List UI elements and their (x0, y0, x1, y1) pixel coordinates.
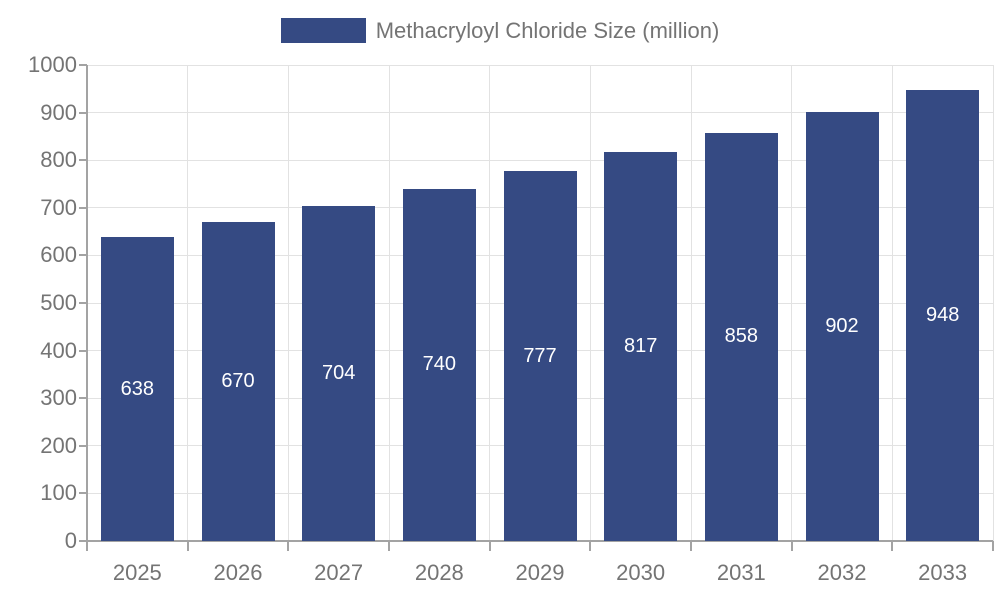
y-axis-tick (79, 159, 87, 162)
y-axis-tick (79, 492, 87, 495)
bar-value-label: 902 (825, 314, 859, 337)
bar: 902 (805, 111, 879, 541)
y-tick-label: 0 (64, 528, 77, 553)
bar: 704 (302, 205, 376, 541)
y-tick-label: 400 (40, 337, 77, 363)
bar: 670 (201, 222, 275, 541)
legend-label: Methacryloyl Chloride Size (million) (375, 17, 720, 43)
y-axis-tick (79, 397, 87, 400)
x-axis-tick (690, 541, 692, 551)
x-axis-tick (287, 541, 290, 551)
y-axis-tick (79, 444, 87, 447)
x-tick-label: 2031 (716, 560, 766, 585)
bar-value-label: 670 (221, 370, 255, 393)
x-axis-tick (488, 541, 491, 551)
y-axis-tick (79, 206, 87, 209)
y-axis-tick (79, 302, 87, 304)
y-tick-label: 700 (40, 194, 77, 220)
y-axis-tick (79, 349, 87, 352)
gridline-vertical (791, 65, 793, 541)
bar: 777 (503, 171, 577, 541)
y-axis-tick (79, 254, 87, 257)
y-tick-label: 600 (40, 242, 77, 268)
bar-value-label: 740 (422, 353, 457, 376)
x-axis-line (79, 540, 993, 542)
y-tick-label: 900 (40, 99, 77, 125)
x-axis-tick (992, 541, 994, 551)
y-tick-label: 300 (40, 385, 77, 411)
x-axis-tick (891, 541, 894, 551)
gridline-horizontal (87, 112, 993, 114)
y-axis-tick (79, 64, 87, 66)
x-axis-tick (388, 541, 390, 551)
y-tick-label: 1000 (28, 52, 77, 77)
legend[interactable]: Methacryloyl Chloride Size (million) (0, 15, 1000, 46)
bar: 858 (704, 132, 778, 541)
x-axis-tick (186, 541, 189, 551)
y-tick-label: 200 (40, 432, 77, 458)
x-tick-label: 2033 (918, 560, 968, 585)
bar-value-label: 858 (724, 325, 759, 348)
bar-value-label: 948 (925, 303, 960, 326)
y-tick-label: 800 (40, 147, 77, 173)
bar: 948 (906, 89, 980, 541)
legend-swatch (280, 18, 366, 43)
bar-value-label: 704 (321, 361, 356, 384)
y-tick-label: 100 (40, 480, 77, 506)
y-tick-label: 500 (40, 290, 77, 315)
x-tick-label: 2032 (817, 560, 867, 585)
gridline-vertical (489, 65, 491, 541)
x-tick-label: 2026 (213, 560, 263, 585)
bar-value-label: 817 (623, 335, 658, 358)
y-axis-line (86, 65, 88, 551)
bar: 740 (402, 188, 476, 541)
gridline-horizontal (87, 64, 993, 66)
gridline-horizontal (87, 159, 993, 161)
x-tick-label: 2030 (616, 560, 666, 585)
y-axis-tick (79, 111, 87, 114)
x-tick-label: 2028 (414, 560, 464, 585)
x-tick-label: 2029 (515, 560, 565, 585)
gridline-vertical (287, 65, 289, 541)
bar: 638 (100, 237, 174, 541)
gridline-vertical (690, 65, 692, 541)
x-tick-label: 2027 (314, 560, 364, 585)
x-axis-tick (790, 541, 793, 551)
x-tick-label: 2025 (112, 560, 162, 585)
bar-value-label: 638 (120, 377, 155, 400)
gridline-vertical (187, 65, 189, 541)
gridline-vertical (589, 65, 591, 541)
gridline-vertical (891, 65, 893, 541)
bar-value-label: 777 (523, 344, 557, 367)
bar: 817 (604, 152, 678, 541)
gridline-vertical (992, 65, 994, 541)
gridline-vertical (388, 65, 390, 541)
x-axis-tick (589, 541, 592, 551)
